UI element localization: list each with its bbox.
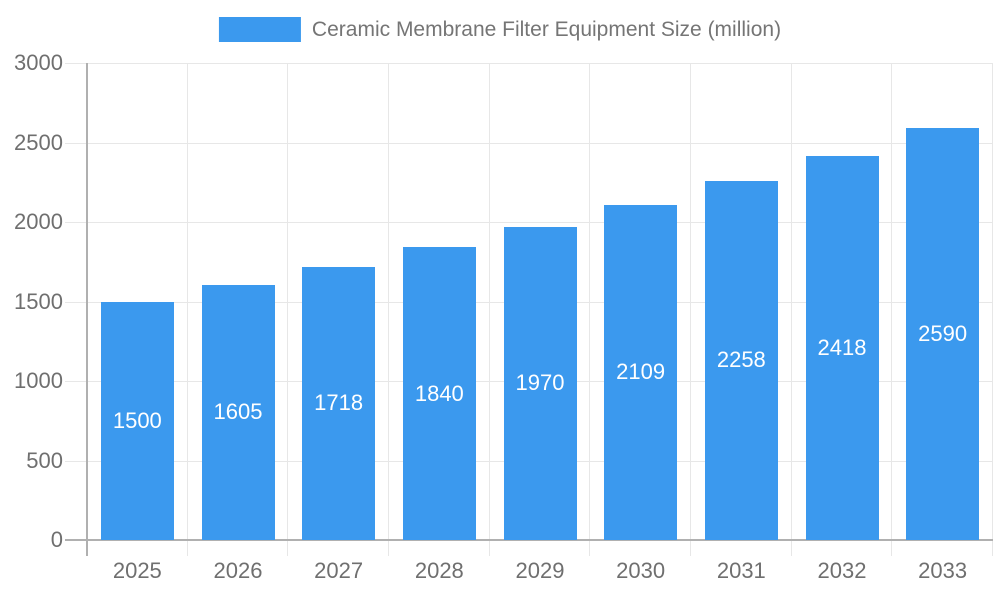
legend-label: Ceramic Membrane Filter Equipment Size (… [311,17,782,41]
y-axis-line [86,63,88,556]
bar: 1500 [100,301,174,540]
x-axis-label: 2033 [918,558,968,583]
legend-item[interactable]: Ceramic Membrane Filter Equipment Size (… [218,17,782,42]
bar-value-label: 2590 [918,321,968,347]
gridline-horizontal [65,63,993,64]
bar: 1605 [201,284,275,540]
bar-value-label: 1970 [515,370,565,396]
bar-value-label: 2109 [616,359,666,385]
bar: 2418 [805,155,879,540]
legend-swatch [218,17,301,42]
plot-area: 1500 1605 1718 1840 1970 2109 2258 2418 2590 [65,63,993,556]
bar-value-label: 2258 [716,347,766,373]
bar: 2590 [906,128,980,540]
bar-value-label: 1718 [314,390,364,416]
bar-value-label: 1500 [112,407,162,433]
bar-value-label: 2418 [817,334,867,360]
gridline-vertical [992,63,993,556]
bar-value-label: 1605 [213,399,263,425]
bar: 2258 [704,180,778,540]
gridline-vertical [891,63,893,556]
gridline-vertical [287,63,289,556]
bar: 1840 [402,247,476,540]
y-axis-label: 2000 [14,209,63,234]
gridline-vertical [790,63,792,556]
bar: 1970 [503,226,577,540]
gridline-horizontal [65,222,993,223]
gridline-vertical [488,63,490,556]
y-axis-label: 0 [50,527,63,552]
gridline-vertical [388,63,389,556]
y-axis-label: 1000 [14,368,63,393]
gridline-vertical [589,63,591,556]
x-axis-line [65,539,993,541]
bar: 2109 [604,204,678,540]
gridline-vertical [186,63,188,556]
gridline-vertical [690,63,691,556]
x-axis-label: 2030 [616,558,666,583]
bar: 1718 [302,266,376,540]
y-axis-label: 2500 [14,129,63,155]
y-axis-label: 3000 [14,50,63,75]
gridline-horizontal [65,142,993,144]
x-axis-label: 2031 [716,558,766,583]
x-axis-label: 2027 [314,558,364,583]
x-axis-label: 2029 [515,558,565,583]
x-axis-label: 2025 [112,558,162,583]
x-axis-label: 2026 [213,558,263,583]
y-axis-label: 1500 [14,288,63,314]
x-axis-label: 2032 [817,558,867,583]
bar-value-label: 1840 [414,380,464,406]
y-axis-label: 500 [26,447,63,473]
x-axis-label: 2028 [414,558,464,583]
